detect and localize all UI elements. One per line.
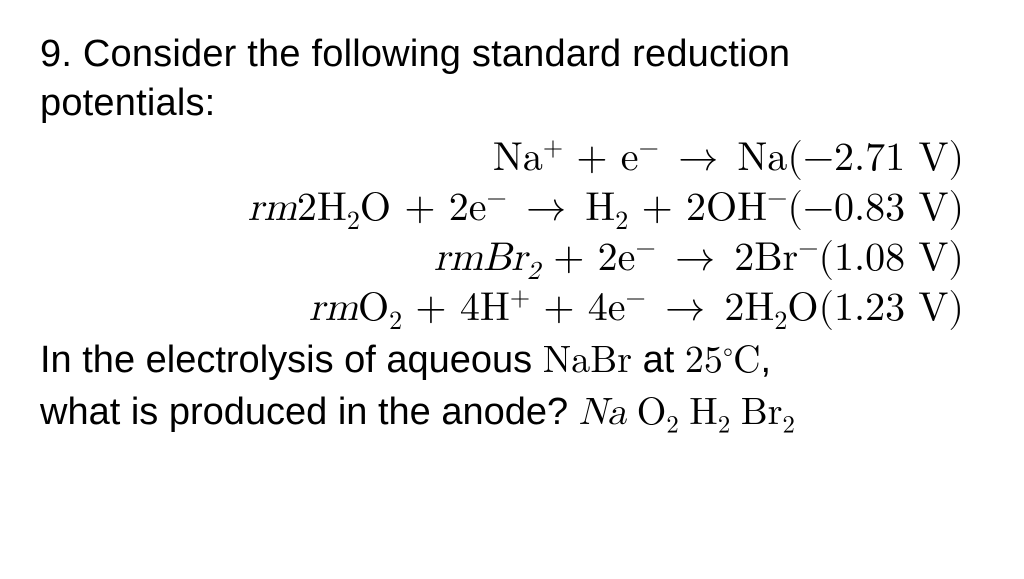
eq3-prefix-sub: 2 <box>527 259 540 285</box>
eq1-lhs-charge-2: − <box>639 135 659 161</box>
eq4-lhs-sub-1: 2 <box>389 309 402 335</box>
option-c: H2 <box>689 394 730 432</box>
eq2-rhs-sub-1: 2 <box>615 209 628 235</box>
eq4-rhs-species-1a: H <box>744 288 774 328</box>
eq4-plus-2: + <box>530 288 588 328</box>
eq3-rhs-species-1: Br <box>754 238 798 278</box>
question-number: 9. <box>40 33 72 75</box>
eq2-rhs-coef-2: 2 <box>686 188 706 228</box>
eq1-plus: + <box>563 138 621 178</box>
equation-3: rmBr2 + 2e− → 2Br−(1.08 V) <box>40 233 964 283</box>
equation-2: rm2H2O + 2e− → H2 + 2OH−(−0.83 V) <box>40 183 964 233</box>
eq4-lhs-species-1: O <box>358 288 389 328</box>
option-a: Na <box>579 394 627 432</box>
eq2-lhs-coef-2: 2 <box>449 188 469 228</box>
arrow-icon: → <box>659 283 711 333</box>
option-d-base: Br <box>741 394 783 432</box>
closing-text-2: at <box>632 339 685 381</box>
closing-temp-value: 25 <box>685 342 723 380</box>
eq3-rhs-charge-1: − <box>798 235 818 261</box>
eq4-lhs-species-3: e <box>608 288 626 328</box>
question-closing: In the electrolysis of aqueous NaBr at 2… <box>40 335 984 440</box>
eq4-lhs-coef-3: 4 <box>588 288 608 328</box>
eq4-lhs-charge-3: − <box>626 285 646 311</box>
option-b-base: O <box>637 394 667 432</box>
prompt-text-1: Consider the following standard reductio… <box>83 33 790 75</box>
option-d: Br2 <box>741 394 795 432</box>
eq2-rhs-species-1: H <box>585 188 615 228</box>
eq2-lhs-species-2: e <box>469 188 487 228</box>
eq2-prefix: rm <box>248 188 297 228</box>
option-d-sub: 2 <box>783 413 795 438</box>
option-c-base: H <box>689 394 718 432</box>
equations-block: Na+ + e− → Na(−2.71 V) rm2H2O + 2e− → H2… <box>40 133 984 333</box>
eq3-rhs-coef-1: 2 <box>734 238 754 278</box>
eq2-rhs-charge-2: − <box>767 185 787 211</box>
eq2-lhs-charge-2: − <box>487 185 507 211</box>
eq2-plus-1: + <box>391 188 449 228</box>
option-c-sub: 2 <box>718 413 730 438</box>
question-prompt: 9. Consider the following standard reduc… <box>40 30 984 129</box>
eq3-plus-1: + <box>540 238 598 278</box>
closing-text-3: , <box>761 339 772 381</box>
eq2-lhs-species-1a: H <box>317 188 347 228</box>
eq2-lhs-coef-1: 2 <box>297 188 317 228</box>
eq3-lhs-species-2: e <box>618 238 636 278</box>
closing-text-4: what is produced in the anode? <box>40 391 579 433</box>
arrow-icon: → <box>672 133 724 183</box>
eq4-rhs-coef-1: 2 <box>724 288 744 328</box>
equation-4: rmO2 + 4H+ + 4e− → 2H2O(1.23 V) <box>40 283 964 333</box>
eq2-lhs-species-1b: O <box>360 188 391 228</box>
eq3-prefix: rmBr <box>434 238 527 278</box>
eq4-lhs-coef-2: 4 <box>460 288 480 328</box>
eq2-plus-2: + <box>628 188 686 228</box>
equation-1: Na+ + e− → Na(−2.71 V) <box>40 133 964 183</box>
eq4-prefix: rm <box>309 288 358 328</box>
closing-text-1: In the electrolysis of aqueous <box>40 339 543 381</box>
option-b-sub: 2 <box>666 413 678 438</box>
eq2-lhs-sub-1: 2 <box>347 209 360 235</box>
arrow-icon: → <box>520 183 572 233</box>
closing-compound: NaBr <box>543 342 632 380</box>
arrow-icon: → <box>669 233 721 283</box>
eq2-potential: (−0.83 V) <box>787 188 964 228</box>
eq4-plus-1: + <box>402 288 460 328</box>
eq4-lhs-species-2: H <box>480 288 510 328</box>
eq3-lhs-coef-2: 2 <box>598 238 618 278</box>
eq2-rhs-species-2: OH <box>706 188 767 228</box>
degree-icon: ∘ <box>723 338 733 363</box>
eq4-potential: (1.23 V) <box>818 288 964 328</box>
prompt-text-2: potentials: <box>40 82 215 124</box>
option-b: O2 <box>637 394 679 432</box>
eq1-lhs-species-1: Na <box>493 138 543 178</box>
eq4-rhs-species-1b: O <box>787 288 818 328</box>
eq1-lhs-charge-1: + <box>543 135 563 161</box>
eq4-lhs-charge-2: + <box>510 285 530 311</box>
eq4-rhs-sub-1: 2 <box>774 309 787 335</box>
closing-temp-unit: C <box>733 342 760 380</box>
eq1-potential: (−2.71 V) <box>787 138 964 178</box>
eq3-potential: (1.08 V) <box>818 238 964 278</box>
eq1-lhs-species-2: e <box>621 138 639 178</box>
eq3-lhs-charge-2: − <box>635 235 655 261</box>
question-page: 9. Consider the following standard reduc… <box>0 0 1024 459</box>
eq1-rhs-species-1: Na <box>737 138 787 178</box>
